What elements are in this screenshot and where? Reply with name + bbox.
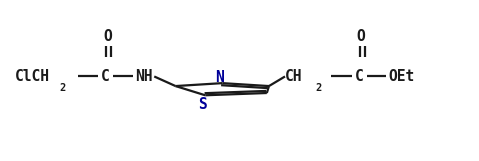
Text: OEt: OEt [388,69,414,84]
Text: CH: CH [285,69,303,84]
Text: 2: 2 [59,83,65,93]
Text: C: C [101,69,109,84]
Text: C: C [354,69,363,84]
Text: O: O [103,29,112,44]
Text: 2: 2 [315,83,321,93]
Text: N: N [216,70,224,85]
Text: S: S [198,97,207,112]
Text: O: O [357,29,365,44]
Text: NH: NH [135,69,153,84]
Text: ClCH: ClCH [15,69,50,84]
